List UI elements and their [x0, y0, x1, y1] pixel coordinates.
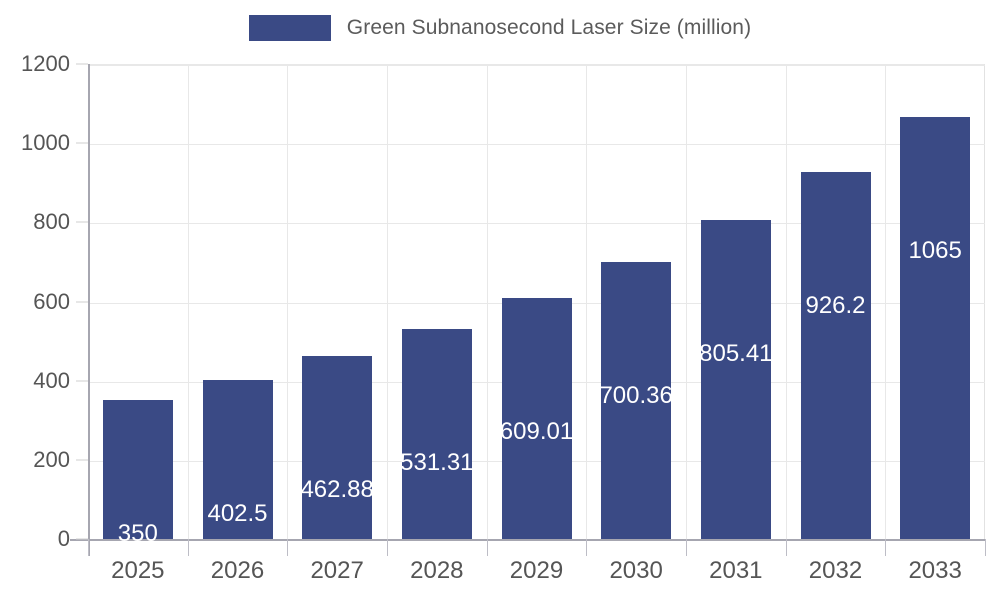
y-axis-tick-mark — [76, 301, 88, 302]
bar-value-label: 462.88 — [300, 475, 374, 503]
x-axis-tick-mark — [885, 539, 887, 556]
gridline-horizontal — [88, 223, 985, 225]
x-axis-tick-mark — [985, 539, 986, 556]
gridline-vertical — [785, 65, 787, 540]
gridline-horizontal — [88, 144, 985, 146]
y-axis-tick-label: 400 — [33, 367, 70, 393]
x-axis-tick-label: 2028 — [410, 557, 464, 584]
y-axis-tick-label: 0 — [57, 526, 70, 551]
y-axis-tick-label: 1000 — [21, 130, 70, 156]
bar-value-label: 805.41 — [699, 340, 773, 368]
x-axis-tick-mark — [187, 539, 189, 556]
y-axis-tick-mark — [76, 142, 88, 144]
y-axis-tick-label: 1200 — [21, 51, 70, 76]
gridline-vertical — [287, 65, 289, 540]
y-axis-tick-mark — [76, 538, 88, 540]
bar[interactable] — [102, 400, 173, 539]
bar[interactable] — [800, 172, 871, 539]
bar[interactable] — [401, 328, 472, 539]
bar[interactable] — [302, 355, 373, 539]
bar-value-label: 402.5 — [207, 499, 268, 527]
legend-color-swatch — [248, 15, 331, 41]
x-axis-tick-label: 2032 — [808, 557, 863, 584]
y-axis-line — [88, 64, 90, 556]
bar[interactable] — [900, 117, 971, 539]
x-axis-tick-mark — [785, 539, 787, 556]
x-axis-tick-label: 2026 — [210, 557, 265, 584]
gridline-vertical — [486, 65, 488, 540]
legend-label: Green Subnanosecond Laser Size (million) — [346, 16, 752, 39]
bar[interactable] — [601, 261, 672, 539]
x-axis-tick-label: 2025 — [111, 557, 165, 584]
bar[interactable] — [501, 297, 572, 539]
y-axis-tick-mark — [76, 459, 88, 461]
y-axis-tick-mark — [76, 63, 88, 65]
y-axis-tick-mark — [76, 380, 88, 382]
gridline-vertical — [387, 65, 388, 540]
gridline-horizontal — [88, 65, 985, 66]
bar-value-label: 1065 — [908, 237, 962, 265]
bar-value-label: 926.2 — [805, 292, 866, 320]
bar[interactable] — [202, 379, 273, 539]
y-axis-tick-label: 600 — [33, 288, 70, 314]
x-axis-tick-mark — [387, 539, 388, 556]
bar-value-label: 350 — [117, 520, 158, 548]
gridline-vertical — [686, 65, 687, 540]
x-axis-tick-label: 2029 — [509, 557, 564, 584]
chart-legend: Green Subnanosecond Laser Size (million) — [0, 8, 1000, 48]
x-axis-tick-label: 2033 — [908, 557, 962, 584]
x-axis-tick-mark — [686, 539, 687, 556]
x-axis-tick-mark — [486, 539, 488, 556]
gridline-vertical — [885, 65, 887, 540]
y-axis-tick-label: 200 — [33, 446, 70, 472]
x-axis-line — [70, 539, 985, 541]
y-axis-tick-label: 800 — [33, 209, 70, 235]
x-axis-tick-mark — [586, 539, 588, 556]
gridline-vertical — [586, 65, 588, 540]
x-axis-tick-mark — [88, 539, 89, 556]
y-axis-tick-mark — [76, 221, 88, 223]
x-axis-tick-label: 2027 — [310, 557, 364, 584]
gridline-vertical — [187, 65, 189, 540]
x-axis-tick-label: 2031 — [709, 557, 763, 584]
bar-value-label: 609.01 — [499, 417, 574, 445]
bar-value-label: 700.36 — [599, 381, 673, 409]
bar[interactable] — [700, 220, 771, 539]
bar-value-label: 531.31 — [400, 448, 474, 476]
x-axis-tick-mark — [287, 539, 289, 556]
x-axis-tick-label: 2030 — [609, 557, 663, 584]
